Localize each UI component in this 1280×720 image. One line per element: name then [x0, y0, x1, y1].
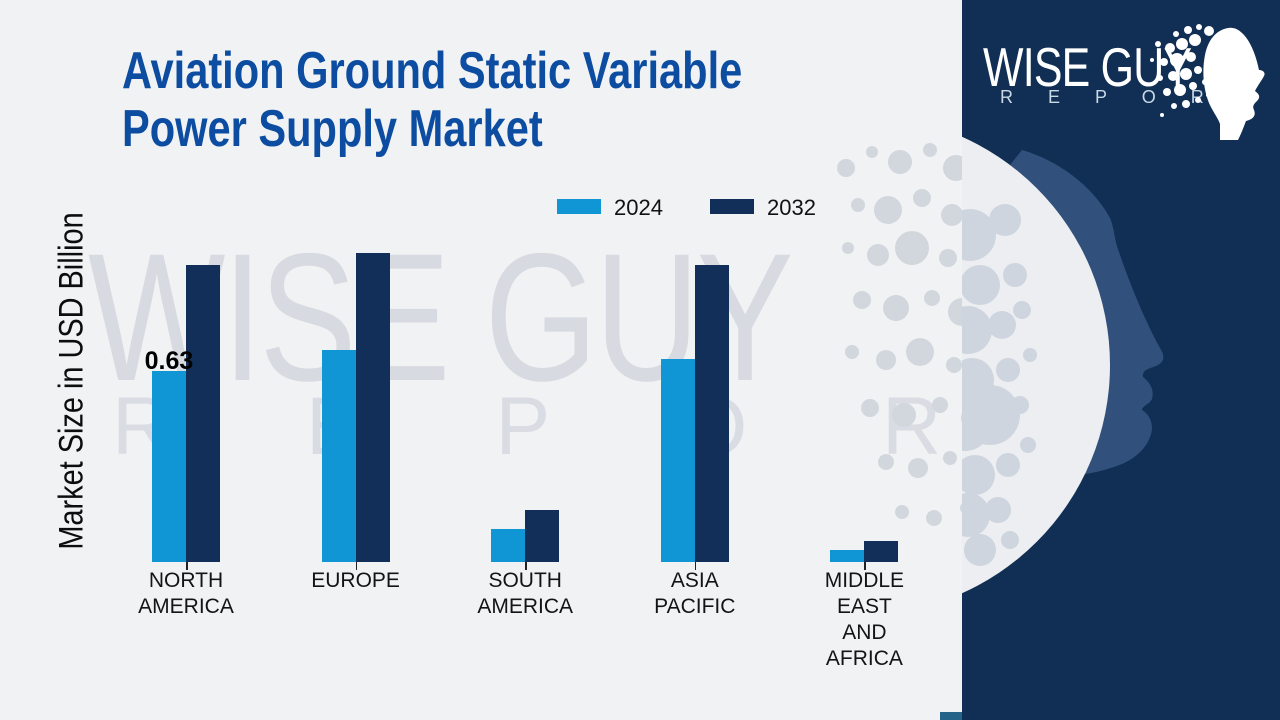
x-axis-tick-europe [355, 562, 358, 570]
chart-title-line2: Power Supply Market [122, 100, 543, 158]
category-label-asia-pacific: ASIA PACIFIC [654, 569, 736, 618]
brand-face-icon [1150, 24, 1265, 141]
teal-accent-chip [940, 712, 962, 720]
bar-2032-south-america [525, 510, 560, 562]
bar-2024-europe [321, 350, 356, 562]
brand-wordmark: WISE GUY [983, 36, 1192, 98]
bar-2032-middle-east-and-africa [864, 541, 899, 562]
x-axis-tick-south-america [525, 562, 527, 570]
legend-swatch-2032 [710, 199, 754, 214]
bar-2032-north-america [186, 265, 220, 562]
x-axis-tick-middle-east-and-africa [864, 562, 866, 570]
category-label-middle-east-and-africa: MIDDLE EAST AND AFRICA [824, 569, 905, 670]
legend-label-2024: 2024 [614, 195, 663, 220]
bar-2024-north-america [152, 371, 186, 562]
brain-texture-blobs [962, 204, 1037, 566]
chart-title-line1: Aviation Ground Static Variable [122, 42, 743, 100]
bar-2024-asia-pacific [660, 359, 695, 562]
bar-2024-south-america [491, 529, 526, 562]
bar-2032-asia-pacific [694, 265, 729, 562]
category-label-europe: EUROPE [311, 569, 400, 592]
bar-data-label-2024: 0.63 [144, 347, 194, 375]
x-axis-tick-north-america [186, 562, 188, 570]
bar-chart-plot-area: NORTH AMERICA EUROPE SOUTH AMERICA ASIA PACIFI… [138, 253, 905, 670]
brand-panel: WISE GUY R E P O R T S [962, 0, 1280, 720]
bar-2032-europe [355, 253, 390, 562]
chart-title: Aviation Ground Static Variable Power Su… [122, 42, 742, 158]
legend-label-2032: 2032 [767, 195, 816, 220]
bar-2024-middle-east-and-africa [830, 550, 865, 562]
legend-swatch-2024 [557, 199, 601, 214]
category-label-south-america: SOUTH AMERICA [477, 569, 574, 618]
category-label-north-america: NORTH AMERICA [138, 569, 234, 618]
y-axis-label: Market Size in USD Billion [52, 212, 91, 550]
x-axis-tick-asia-pacific [694, 562, 697, 570]
